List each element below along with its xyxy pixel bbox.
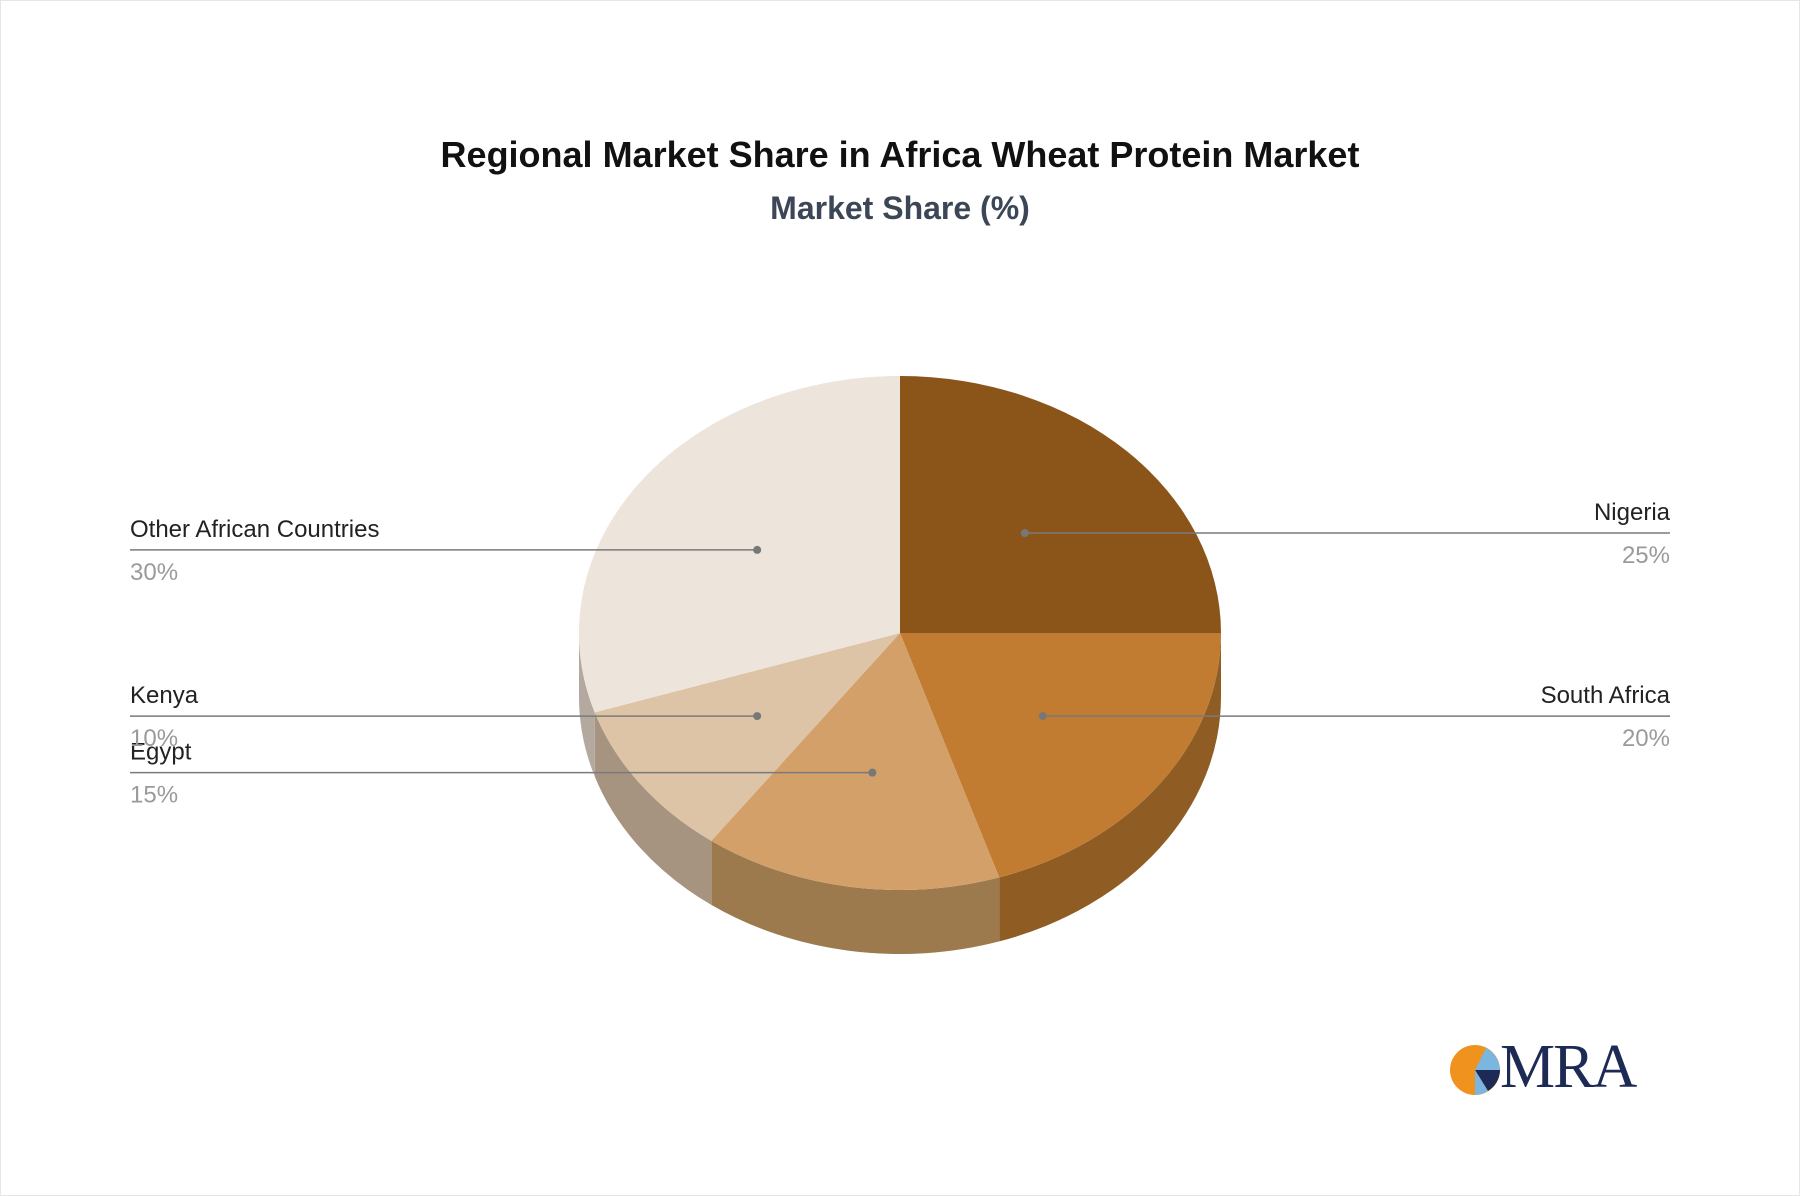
slice-south-africa[interactable]	[900, 633, 1221, 878]
slice-nigeria[interactable]	[900, 376, 1221, 633]
slice-side-egypt	[711, 840, 1000, 954]
leader-lines	[130, 529, 1670, 777]
label-value-kenya: 10%	[130, 725, 178, 752]
label-value-south-africa: 20%	[1622, 725, 1670, 752]
label-name-kenya: Kenya	[130, 682, 199, 709]
label-value-nigeria: 25%	[1622, 542, 1670, 569]
slice-side-other-african-countries	[579, 633, 595, 777]
label-name-other-african-countries: Other African Countries	[130, 516, 379, 543]
slice-egypt[interactable]	[711, 633, 1000, 890]
label-name-nigeria: Nigeria	[1594, 499, 1671, 526]
pie-sides	[579, 633, 1221, 954]
slice-side-south-africa	[999, 633, 1221, 942]
label-value-egypt: 15%	[130, 782, 178, 809]
pie-slices	[578, 376, 1221, 890]
logo-sky-wedge	[1475, 1048, 1500, 1070]
logo-text: MRA	[1500, 1033, 1637, 1101]
logo-blue-wedge	[1475, 1070, 1500, 1091]
slice-other-african-countries[interactable]	[578, 376, 900, 713]
label-name-egypt: Egypt	[130, 739, 192, 766]
slice-labels: Nigeria 25% South Africa 20% Egypt 15% Kenya 10…	[130, 499, 1671, 809]
label-value-other-african-countries: 30%	[130, 559, 178, 586]
label-name-south-africa: South Africa	[1541, 682, 1671, 709]
chart-title: Regional Market Share in Africa Wheat Pr…	[440, 134, 1360, 175]
slice-kenya[interactable]	[594, 633, 900, 841]
chart-subtitle: Market Share (%)	[770, 190, 1030, 226]
mra-logo	[1450, 1045, 1500, 1095]
logo-light-wedge	[1475, 1070, 1488, 1095]
slice-side-kenya	[594, 712, 712, 905]
